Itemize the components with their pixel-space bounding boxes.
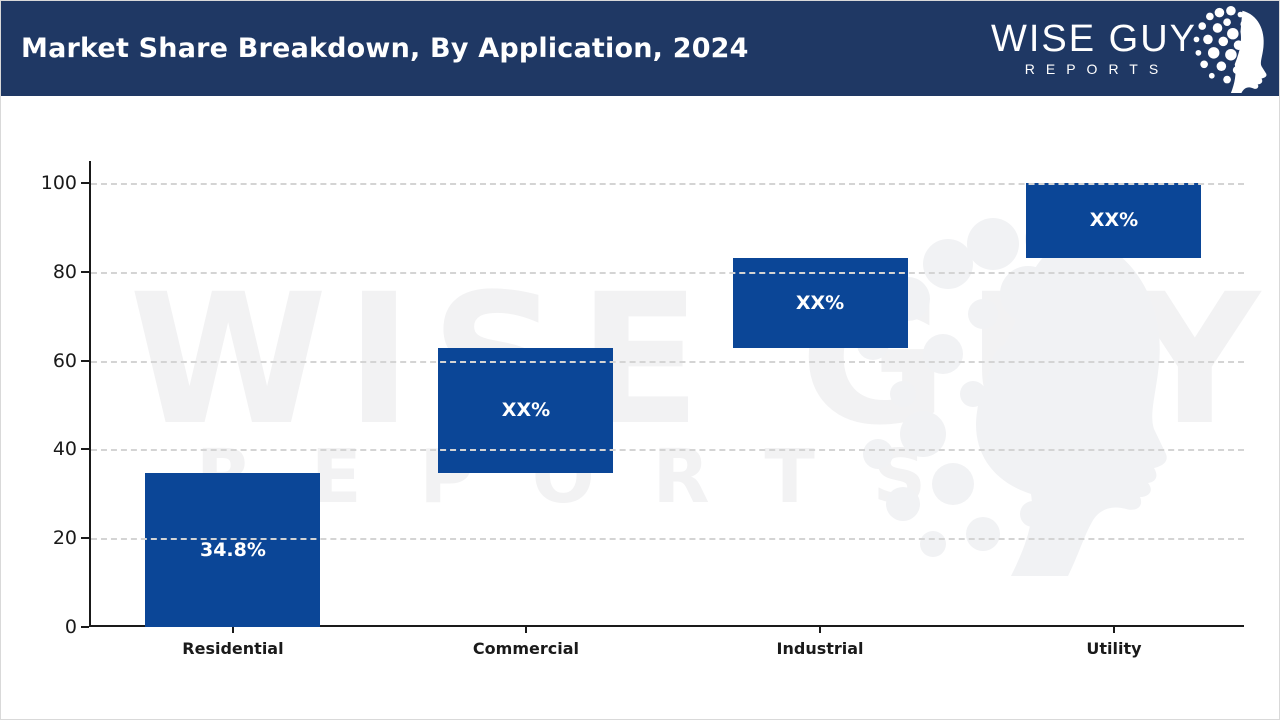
x-axis-category-label-commercial: Commercial — [472, 639, 580, 658]
wiseguy-logo: WISE GUY REPORTS — [991, 5, 1271, 93]
x-axis-tick-mark — [1112, 625, 1115, 633]
bar-value-label: XX% — [1089, 209, 1139, 232]
bar-residential: 34.8% — [145, 472, 321, 627]
x-axis-tick-mark — [819, 625, 822, 633]
y-axis-tick-label: 20 — [52, 527, 77, 550]
logo-subtitle: REPORTS — [1024, 61, 1170, 77]
wiseguy-head-icon — [1193, 5, 1267, 93]
y-axis-tick-label: 40 — [52, 438, 77, 461]
x-axis-category-label-industrial: Industrial — [776, 639, 864, 658]
bar-utility: XX% — [1026, 183, 1202, 258]
bar-commercial: XX% — [438, 348, 614, 473]
y-axis-tick-mark — [81, 537, 89, 540]
y-axis-tick-mark — [81, 182, 89, 185]
bar-value-label: XX% — [501, 399, 551, 422]
header: Market Share Breakdown, By Application, … — [1, 1, 1279, 96]
logo-text: WISE GUY REPORTS — [991, 20, 1197, 77]
y-axis-tick-mark — [81, 270, 89, 273]
logo-wordmark: WISE GUY — [990, 18, 1197, 60]
watermark-head-icon — [857, 218, 1167, 576]
y-axis-tick-mark — [81, 448, 89, 451]
y-axis-tick-label: 0 — [64, 616, 77, 638]
y-axis-tick-mark — [81, 626, 89, 628]
gridline-40 — [91, 449, 1244, 452]
y-axis-tick-label: 80 — [52, 260, 77, 283]
y-axis-tick-label: 100 — [40, 172, 77, 195]
x-axis-category-label-residential: Residential — [182, 639, 284, 658]
plot-area: 0 20 40 60 80 100 34.8% Residential XX% Commercia… — [41, 161, 1244, 658]
x-axis-tick-mark — [231, 625, 234, 633]
y-axis-tick-mark — [81, 359, 89, 362]
page-title: Market Share Breakdown, By Application, … — [21, 33, 749, 64]
x-axis-tick-mark — [524, 625, 527, 633]
chart-canvas: WISE GUY REPORTS 0 20 40 60 80 100 34.8% Reside… — [1, 96, 1279, 719]
y-axis-tick-label: 60 — [52, 349, 77, 372]
gridline-20 — [91, 538, 1244, 541]
bar-value-label: 34.8% — [199, 538, 266, 561]
bar-value-label: XX% — [795, 292, 845, 315]
gridline-100 — [91, 183, 1244, 186]
gridline-80 — [91, 271, 1244, 274]
x-axis-category-label-utility: Utility — [1086, 639, 1142, 658]
gridline-60 — [91, 360, 1244, 363]
